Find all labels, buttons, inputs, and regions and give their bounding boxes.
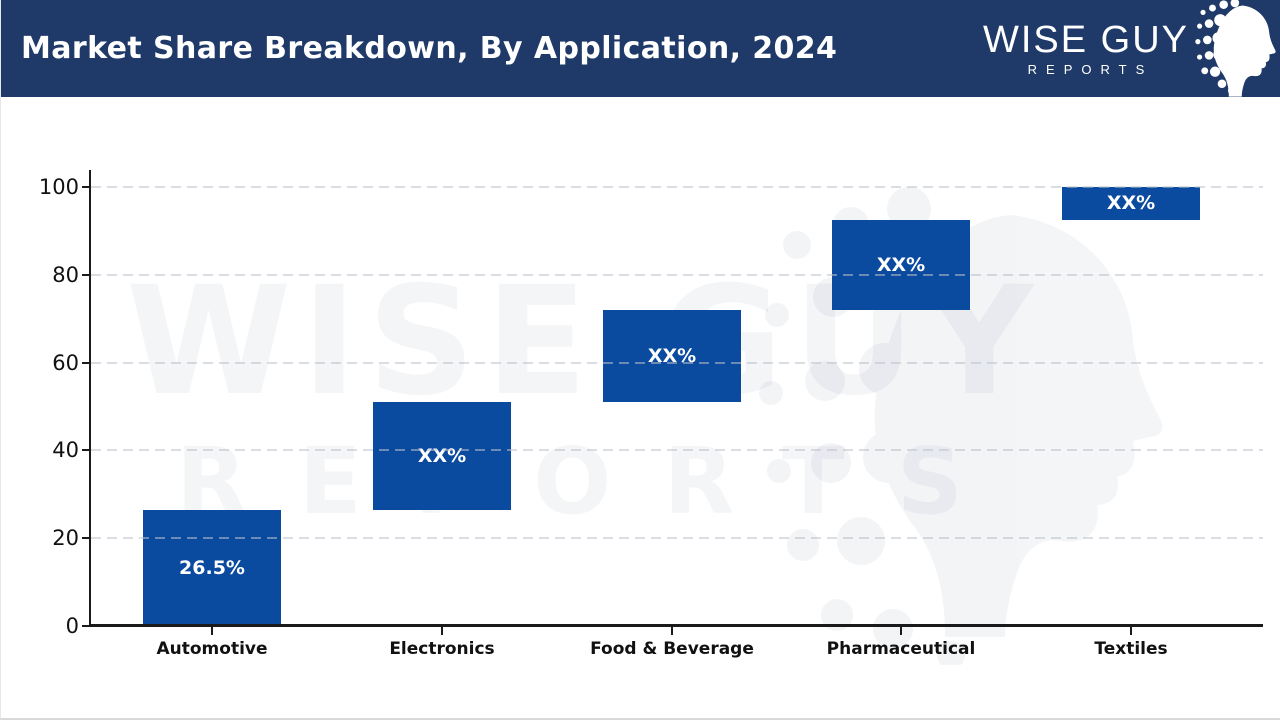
page-title: Market Share Breakdown, By Application, … [21, 31, 838, 66]
gridline-60 [91, 361, 1263, 364]
x-tick-mark [671, 627, 673, 635]
y-tick-label: 80 [52, 262, 79, 287]
y-tick-label: 40 [52, 438, 79, 463]
x-category-label-food-beverage: Food & Beverage [590, 639, 754, 659]
x-axis-line [89, 624, 1263, 627]
wiseguy-logo: WISE GUY REPORTS [983, 0, 1277, 97]
logo-wordmark: WISE GUY REPORTS [983, 21, 1189, 77]
y-tick-mark [82, 449, 90, 452]
y-tick-mark [82, 273, 90, 276]
wiseguy-head-icon [1195, 0, 1276, 97]
y-axis-line [89, 170, 91, 627]
bar-pharmaceutical: XX% [832, 219, 970, 310]
gridline-20 [91, 537, 1263, 540]
bar-value-label: XX% [1106, 192, 1156, 215]
bar-value-label: 26.5% [179, 556, 245, 579]
x-category-label-electronics: Electronics [389, 639, 495, 659]
y-tick-label: 100 [38, 175, 79, 199]
y-tick-mark [82, 186, 90, 188]
gridline-40 [91, 449, 1263, 452]
gridline-80 [91, 273, 1263, 276]
logo-line1: WISE GUY [982, 18, 1189, 61]
bar-value-label: XX% [647, 345, 697, 367]
logo-line2: REPORTS [1027, 61, 1154, 77]
watermark-reports: REPORTS [176, 428, 1015, 535]
y-tick-label: 0 [65, 614, 79, 638]
bar-automotive: 26.5% [143, 509, 281, 626]
x-tick-mark [1130, 627, 1132, 635]
y-tick-label: 20 [52, 526, 79, 551]
bar-food-beverage: XX% [603, 309, 741, 403]
x-tick-mark [211, 627, 213, 635]
x-category-label-automotive: Automotive [156, 639, 268, 659]
y-tick-mark [82, 625, 90, 627]
y-tick-mark [82, 537, 90, 540]
header: Market Share Breakdown, By Application, … [1, 0, 1280, 97]
x-category-label-textiles: Textiles [1094, 639, 1168, 659]
bar-textiles: XX% [1062, 187, 1200, 220]
gridline-100 [91, 186, 1263, 188]
x-tick-mark [900, 627, 902, 635]
x-category-label-pharmaceutical: Pharmaceutical [826, 639, 976, 659]
x-tick-mark [441, 627, 443, 635]
bar-value-label: XX% [417, 444, 467, 467]
y-tick-label: 60 [52, 350, 79, 375]
y-tick-mark [82, 361, 90, 364]
bar-electronics: XX% [373, 402, 511, 510]
bar-value-label: XX% [876, 253, 926, 276]
